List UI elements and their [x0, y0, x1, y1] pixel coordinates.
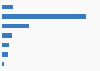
Bar: [2, 14, 86, 19]
Bar: [2, 52, 7, 57]
Bar: [2, 24, 29, 28]
Bar: [2, 43, 9, 47]
Bar: [2, 5, 13, 9]
Bar: [2, 33, 12, 38]
Bar: [2, 62, 4, 66]
